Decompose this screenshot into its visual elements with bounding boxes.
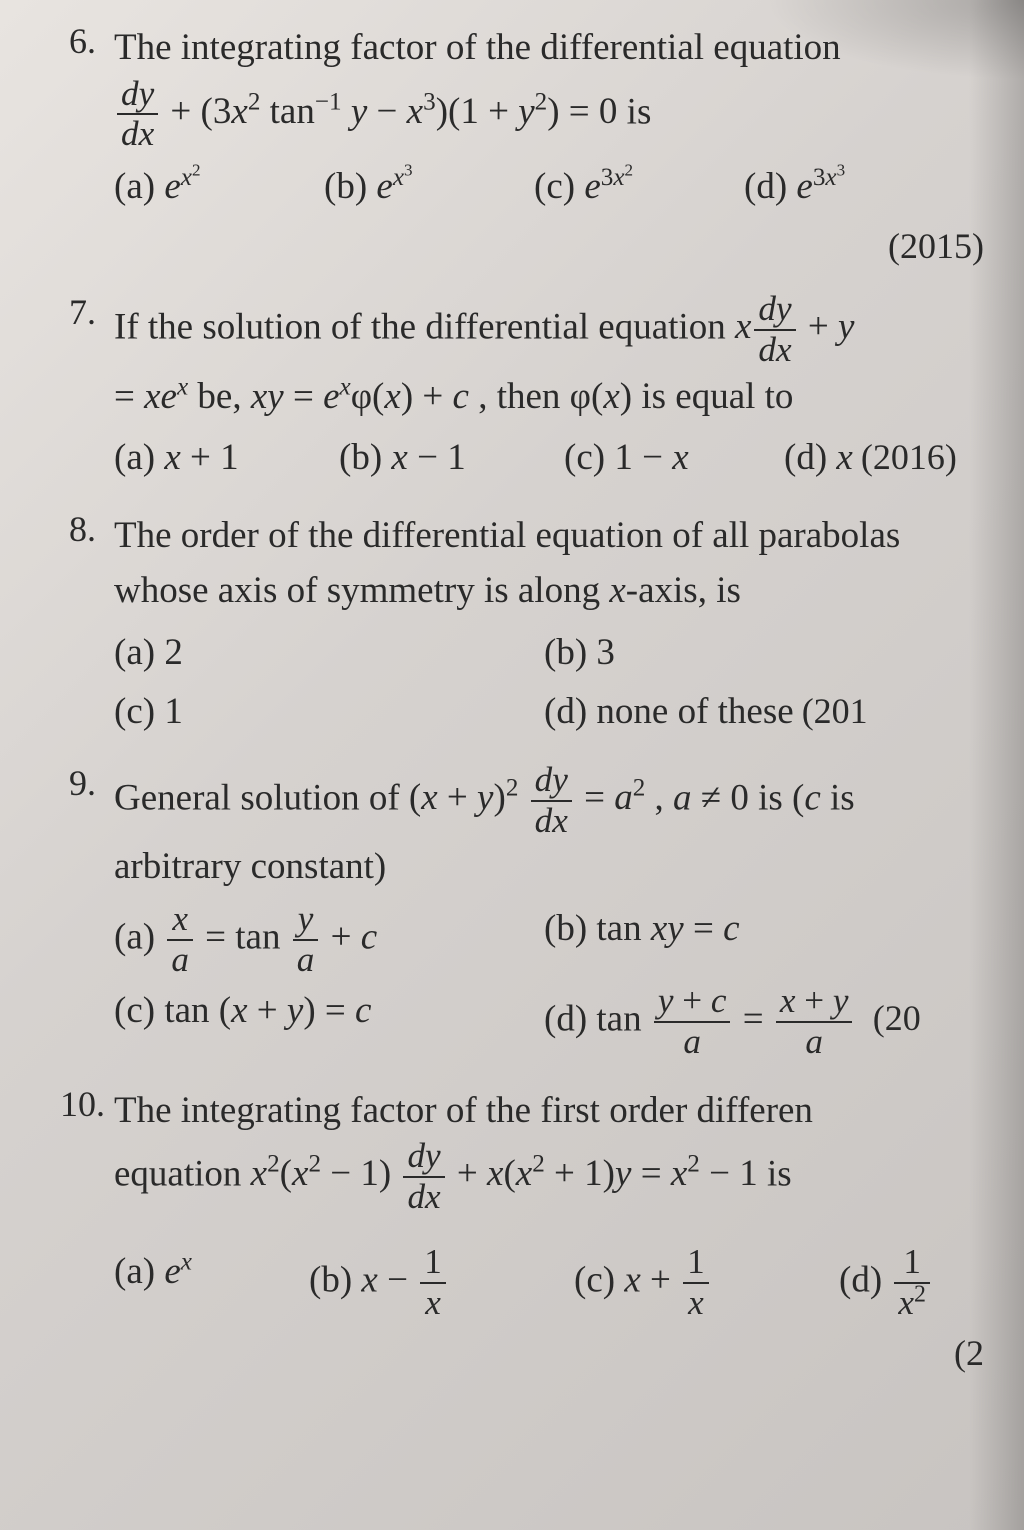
q10-opt-a: (a) ex — [114, 1244, 279, 1322]
q6-year: (2015) — [114, 219, 994, 273]
q7-eq3: xy = exφ(x) + c — [251, 376, 478, 417]
q6-opt-a: (a) ex2 — [114, 159, 319, 215]
question-number: 7. — [60, 291, 110, 333]
q9-eq: (x + y)2 dydx = a2 — [409, 777, 655, 818]
question-number: 10. — [60, 1083, 110, 1125]
fraction-dy-dx: dydx — [754, 291, 795, 369]
question-body: If the solution of the differential equa… — [114, 291, 994, 490]
fraction-dy-dx: dydx — [531, 762, 572, 840]
q6-line1: The integrating factor of the differenti… — [114, 27, 841, 68]
q9-opt-b: (b) tan xy = c — [544, 901, 964, 979]
q8-options: (a) 2 (b) 3 (c) 1 (d) none of these(201 — [114, 625, 994, 744]
q10-eq: x2(x2 − 1) dydx + x(x2 + 1)y = x2 − 1 — [251, 1153, 767, 1194]
fraction-dy-dx: dydx — [403, 1138, 444, 1216]
q7-opt-a: (a) x + 1 — [114, 430, 309, 486]
q8-line1: The order of the differential equation o… — [114, 515, 900, 556]
q6-equation: dy dx + (3x2 tan−1 y − x3)(1 + y2) = 0 — [114, 91, 627, 132]
question-number: 8. — [60, 508, 110, 550]
question-number: 9. — [60, 762, 110, 804]
q7-opt-b: (b) x − 1 — [339, 430, 534, 486]
page-container: 6. The integrating factor of the differe… — [0, 0, 1024, 1530]
q10-options: (a) ex (b) x − 1x (c) x + 1x (d) 1x2 — [114, 1244, 994, 1326]
q6-opt-c: (c) e3x2 — [534, 159, 739, 215]
q6-is: is — [627, 91, 652, 132]
question-body: General solution of (x + y)2 dydx = a2 ,… — [114, 762, 994, 1065]
question-10: 10. The integrating factor of the first … — [60, 1083, 1004, 1380]
q7-opt-c: (c) 1 − x — [564, 430, 754, 486]
question-body: The integrating factor of the differenti… — [114, 20, 994, 273]
q7-line1: If the solution of the differential equa… — [114, 306, 735, 347]
q10-year: (2 — [114, 1326, 994, 1380]
question-6: 6. The integrating factor of the differe… — [60, 20, 1004, 273]
q8-opt-d: (d) none of these(201 — [544, 684, 964, 740]
question-8: 8. The order of the differential equatio… — [60, 508, 1004, 744]
q10-line1: The integrating factor of the first orde… — [114, 1090, 813, 1131]
question-number: 6. — [60, 20, 110, 62]
q9-options: (a) xa = tan ya + c (b) tan xy = c (c) t… — [114, 901, 994, 1065]
q6-options: (a) ex2 (b) ex3 (c) e3x2 (d) e3x3 — [114, 159, 994, 219]
q6-opt-b: (b) ex3 — [324, 159, 529, 215]
q9-opt-d: (d) tan y + ca = x + ya (20 — [544, 983, 964, 1061]
q8-opt-b: (b) 3 — [544, 625, 964, 681]
question-body: The integrating factor of the first orde… — [114, 1083, 994, 1380]
q10-opt-c: (c) x + 1x — [574, 1244, 809, 1322]
q8-opt-c: (c) 1 — [114, 684, 534, 740]
question-7: 7. If the solution of the differential e… — [60, 291, 1004, 490]
q10-opt-b: (b) x − 1x — [309, 1244, 544, 1322]
q7-eq1: xdydx + y — [735, 306, 854, 347]
q7-options: (a) x + 1 (b) x − 1 (c) 1 − x (d) x(2016… — [114, 430, 994, 490]
question-body: The order of the differential equation o… — [114, 508, 994, 744]
q9-opt-a: (a) xa = tan ya + c — [114, 901, 534, 979]
q7-eq2: = xex — [114, 376, 197, 417]
q7-opt-d: (d) x(2016) — [784, 430, 957, 486]
q6-opt-d: (d) e3x3 — [744, 159, 949, 215]
q8-opt-a: (a) 2 — [114, 625, 534, 681]
question-9: 9. General solution of (x + y)2 dydx = a… — [60, 762, 1004, 1065]
q10-opt-d: (d) 1x2 — [839, 1244, 933, 1322]
q9-opt-c: (c) tan (x + y) = c — [114, 983, 534, 1061]
fraction-dy-dx: dy dx — [117, 76, 158, 154]
